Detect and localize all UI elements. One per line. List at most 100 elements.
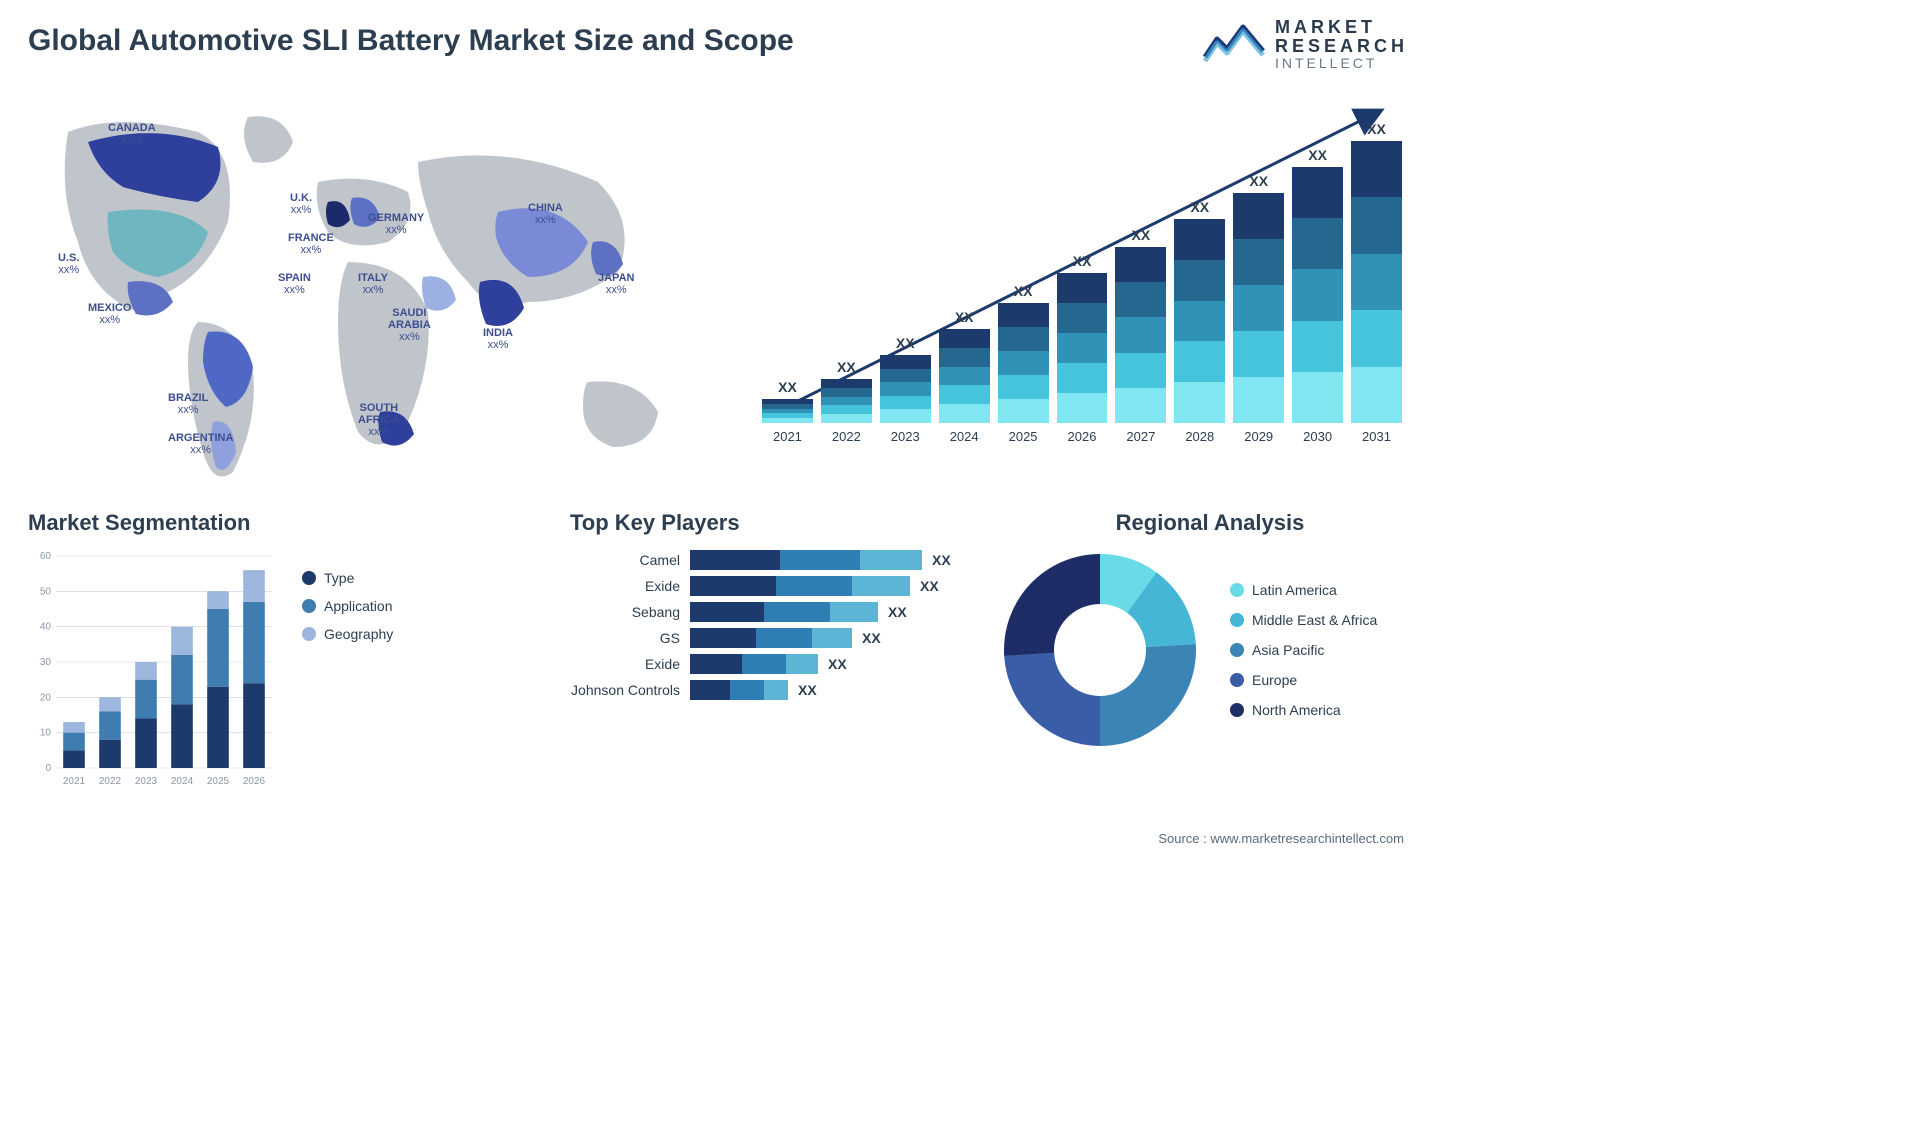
- growth-bar-seg: [939, 348, 990, 367]
- growth-bar-seg: [1115, 388, 1166, 423]
- player-bar: [690, 550, 922, 570]
- growth-bar-seg: [998, 399, 1049, 423]
- legend-label: Latin America: [1252, 582, 1337, 598]
- growth-bar-seg: [939, 385, 990, 404]
- player-bar-seg: [786, 654, 818, 674]
- brand-line1: MARKET: [1275, 18, 1408, 37]
- player-row: GSXX: [570, 628, 970, 648]
- regional-legend-item: Latin America: [1230, 582, 1377, 598]
- map-label: MEXICOxx%: [88, 302, 131, 326]
- player-bar-seg: [812, 628, 852, 648]
- player-name: Johnson Controls: [570, 682, 690, 698]
- brand-mark-icon: [1203, 21, 1265, 68]
- map-label: ARGENTINAxx%: [168, 432, 233, 456]
- growth-bar-stack: [1351, 141, 1402, 423]
- regional-donut-chart: [1000, 550, 1200, 750]
- growth-bar-seg: [1292, 321, 1343, 372]
- growth-bar-col: XX2030: [1292, 147, 1343, 444]
- regional-legend-item: North America: [1230, 702, 1377, 718]
- segmentation-legend-item: Type: [302, 570, 393, 586]
- growth-bar-seg: [1174, 341, 1225, 382]
- growth-bar-seg: [1057, 303, 1108, 333]
- legend-label: North America: [1252, 702, 1341, 718]
- growth-bar-stack: [1233, 193, 1284, 423]
- player-bar-seg: [690, 550, 780, 570]
- regional-panel: Regional Analysis Latin AmericaMiddle Ea…: [1000, 510, 1420, 810]
- legend-dot-icon: [1230, 583, 1244, 597]
- growth-bar-toplabel: XX: [1073, 253, 1092, 269]
- growth-bar-seg: [1057, 333, 1108, 363]
- player-bar-seg: [764, 602, 830, 622]
- svg-text:60: 60: [40, 551, 52, 562]
- player-bar-seg: [690, 602, 764, 622]
- growth-bar-seg: [821, 379, 872, 388]
- growth-bar-toplabel: XX: [778, 379, 797, 395]
- player-bar-seg: [730, 680, 764, 700]
- growth-bar-seg: [1292, 372, 1343, 423]
- growth-bar-seg: [1351, 310, 1402, 366]
- legend-dot-icon: [302, 599, 316, 613]
- growth-bar-seg: [1174, 382, 1225, 423]
- growth-bar-seg: [1174, 260, 1225, 301]
- growth-bar-seg: [1233, 377, 1284, 423]
- growth-bar-col: XX2024: [939, 309, 990, 444]
- page-title: Global Automotive SLI Battery Market Siz…: [28, 24, 794, 58]
- player-row: CamelXX: [570, 550, 970, 570]
- growth-bar-seg: [1351, 197, 1402, 253]
- player-bar-seg: [860, 550, 922, 570]
- growth-bar-toplabel: XX: [1249, 173, 1268, 189]
- legend-dot-icon: [1230, 643, 1244, 657]
- player-value: XX: [852, 630, 881, 646]
- player-bar-seg: [690, 628, 756, 648]
- growth-bar-seg: [998, 327, 1049, 351]
- growth-bar-seg: [880, 355, 931, 369]
- growth-bar-stack: [1057, 273, 1108, 423]
- brand-logo: MARKET RESEARCH INTELLECT: [1203, 18, 1408, 70]
- source-line: Source : www.marketresearchintellect.com: [1158, 831, 1404, 846]
- growth-bar-xlabel: 2027: [1126, 429, 1155, 444]
- legend-label: Geography: [324, 626, 393, 642]
- player-bar-seg: [764, 680, 788, 700]
- growth-bar-toplabel: XX: [1132, 227, 1151, 243]
- growth-bar-seg: [821, 405, 872, 414]
- players-panel: Top Key Players CamelXXExideXXSebangXXGS…: [570, 510, 970, 810]
- player-row: ExideXX: [570, 654, 970, 674]
- map-label: ITALYxx%: [358, 272, 388, 296]
- brand-text: MARKET RESEARCH INTELLECT: [1275, 18, 1408, 70]
- map-label: GERMANYxx%: [368, 212, 424, 236]
- growth-bar-seg: [880, 409, 931, 423]
- regional-legend-item: Asia Pacific: [1230, 642, 1377, 658]
- growth-bar-col: XX 2026: [1057, 253, 1108, 444]
- growth-bar-stack: [880, 355, 931, 423]
- growth-bar-xlabel: 2026: [1068, 429, 1097, 444]
- growth-bar-seg: [1115, 247, 1166, 282]
- growth-bar-seg: [939, 367, 990, 386]
- player-row: Johnson ControlsXX: [570, 680, 970, 700]
- player-bar-seg: [690, 654, 742, 674]
- player-bar-seg: [742, 654, 786, 674]
- player-name: Exide: [570, 578, 690, 594]
- growth-bar-stack: [1174, 219, 1225, 423]
- growth-bar-toplabel: XX: [1190, 199, 1209, 215]
- growth-bar-xlabel: 2021: [773, 429, 802, 444]
- legend-label: Type: [324, 570, 354, 586]
- growth-bar-seg: [1057, 273, 1108, 303]
- map-label: SAUDIARABIAxx%: [388, 307, 431, 343]
- growth-bar-toplabel: XX: [955, 309, 974, 325]
- growth-bar-seg: [1057, 393, 1108, 423]
- player-bar: [690, 602, 878, 622]
- svg-text:50: 50: [40, 586, 52, 597]
- svg-text:2022: 2022: [99, 776, 122, 787]
- player-value: XX: [910, 578, 939, 594]
- growth-bar-xlabel: 2028: [1185, 429, 1214, 444]
- growth-bar-seg: [1292, 218, 1343, 269]
- growth-bar-seg: [1174, 219, 1225, 260]
- growth-bar-seg: [880, 382, 931, 396]
- growth-bar-stack: [1292, 167, 1343, 423]
- growth-bar-seg: [1233, 239, 1284, 285]
- growth-bar-seg: [939, 404, 990, 423]
- growth-bar-toplabel: XX: [1014, 283, 1033, 299]
- growth-bar-seg: [821, 388, 872, 397]
- legend-dot-icon: [302, 571, 316, 585]
- growth-bar-seg: [1351, 367, 1402, 423]
